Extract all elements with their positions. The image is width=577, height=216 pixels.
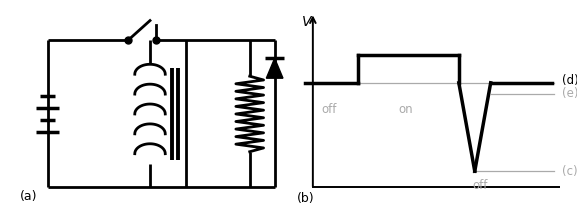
Text: on: on [399, 103, 413, 116]
Text: (c): (c) [563, 165, 577, 178]
Text: off: off [321, 103, 336, 116]
Text: (e): (e) [563, 87, 577, 100]
Text: (b): (b) [297, 192, 314, 205]
Text: V: V [302, 14, 312, 29]
Polygon shape [267, 58, 283, 78]
Text: (a): (a) [20, 190, 38, 203]
Text: (d): (d) [563, 74, 577, 87]
Text: off: off [473, 179, 488, 192]
